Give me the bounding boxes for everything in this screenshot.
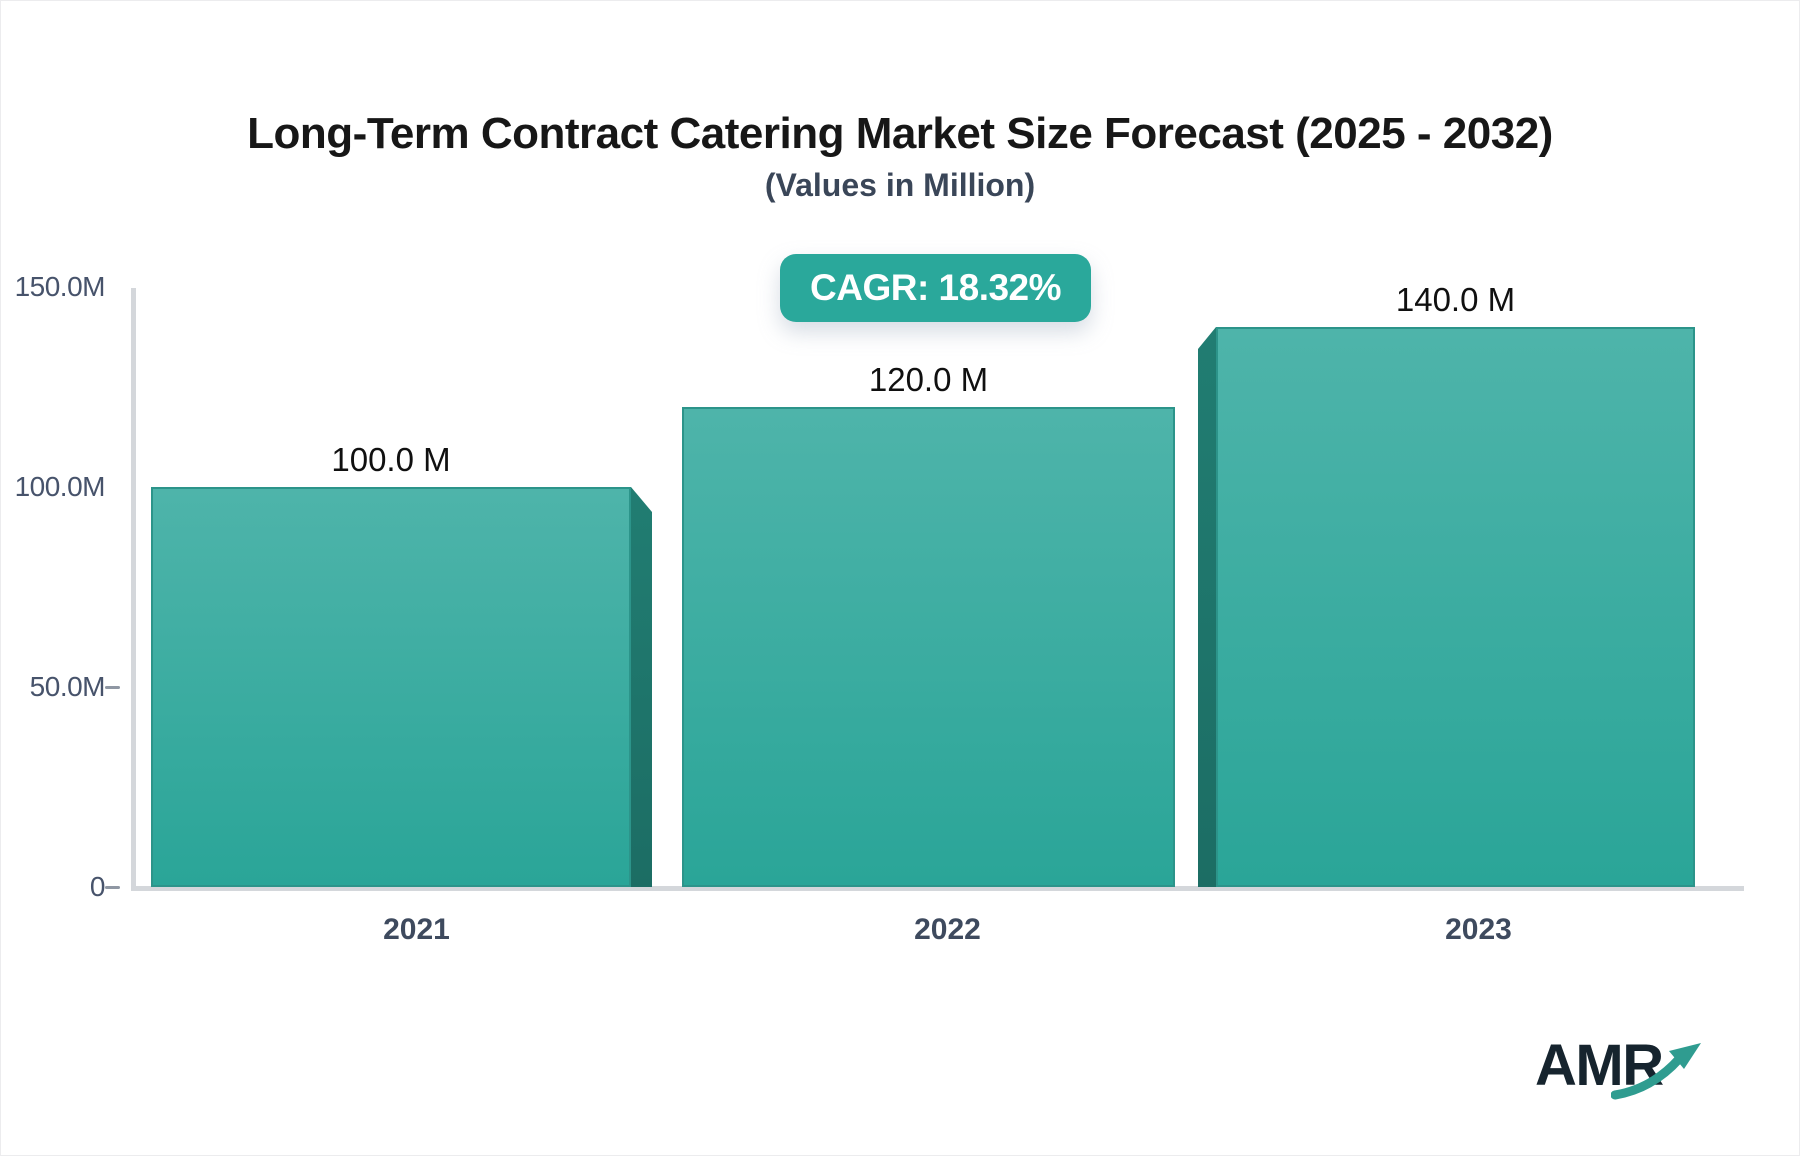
bar-value-label: 100.0 M	[331, 441, 451, 478]
y-axis-tick-label: 0	[89, 871, 106, 902]
y-axis-line	[131, 288, 136, 891]
amr-logo: AMR	[1535, 1037, 1715, 1117]
y-axis-tick-mark	[105, 886, 120, 889]
bar-3d-bevel	[631, 487, 652, 887]
y-axis-tick-label: 100.0M	[14, 471, 106, 502]
cagr-badge: CAGR: 18.32%	[780, 254, 1092, 322]
y-axis-tick-label: 50.0M	[29, 671, 106, 702]
x-axis-line	[131, 886, 1744, 891]
chart-subtitle: (Values in Million)	[764, 167, 1036, 203]
bar-value-label: 140.0 M	[1395, 281, 1516, 318]
y-axis-tick-label: 150.0M	[14, 271, 106, 302]
bar-3d-bevel	[1198, 327, 1216, 887]
bar-2021	[151, 487, 631, 887]
chart-title: Long-Term Contract Catering Market Size …	[247, 109, 1553, 158]
y-axis-tick-mark	[105, 686, 120, 689]
growth-arrow-icon	[1611, 1043, 1701, 1100]
bar-2023	[1216, 327, 1695, 887]
x-axis-category-label: 2022	[914, 913, 981, 946]
bar-2022	[682, 407, 1175, 887]
bar-value-label: 120.0 M	[868, 361, 989, 398]
x-axis-category-label: 2023	[1445, 913, 1512, 946]
x-axis-category-label: 2021	[383, 913, 450, 946]
